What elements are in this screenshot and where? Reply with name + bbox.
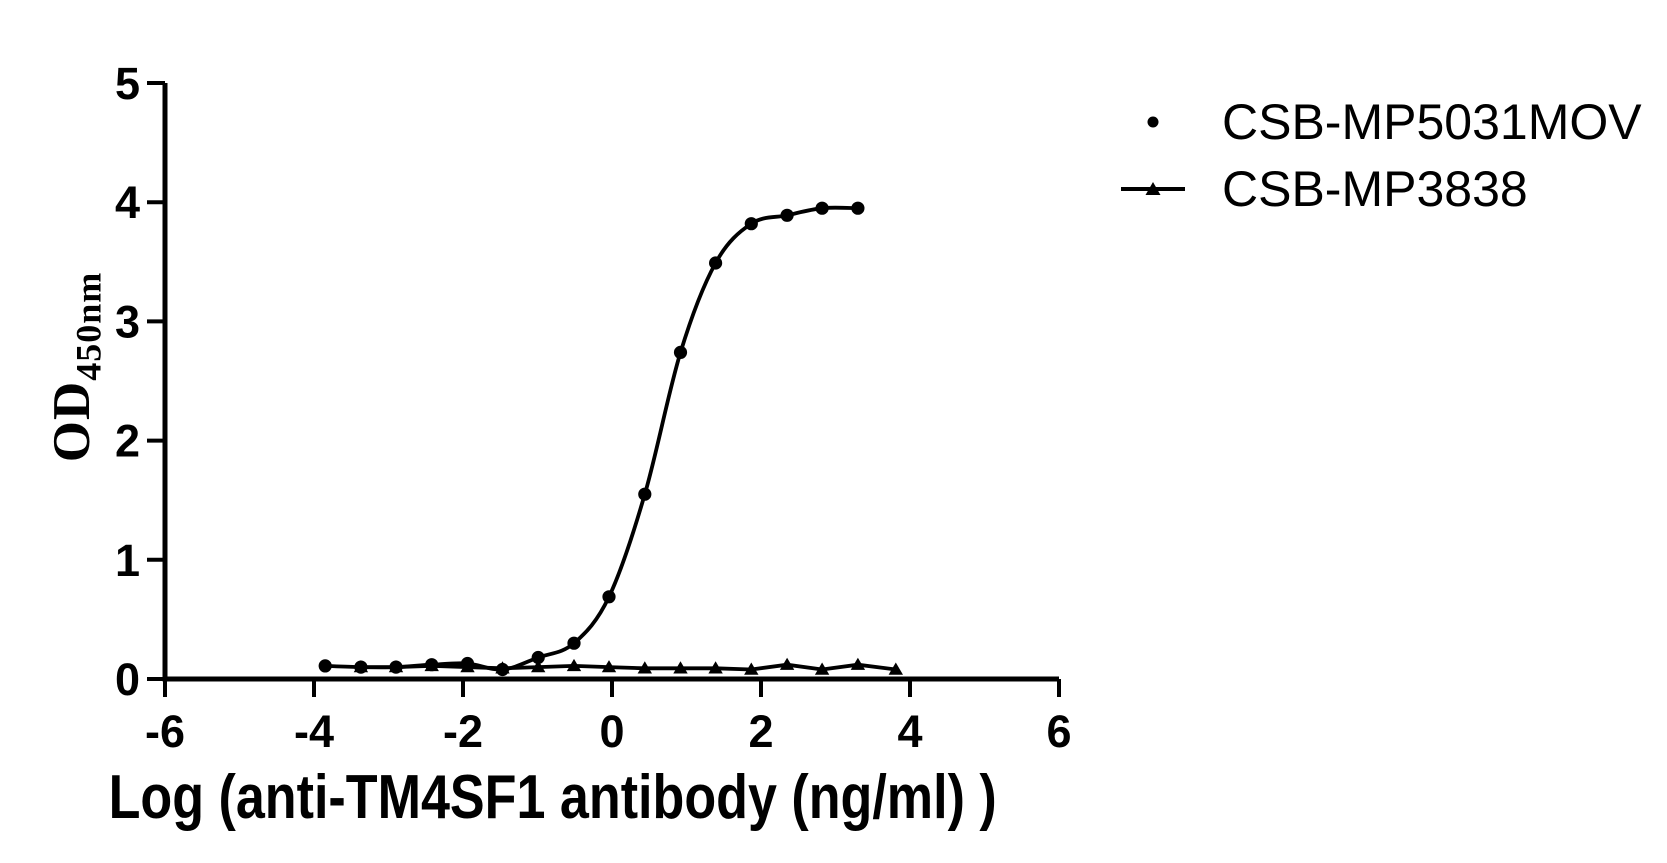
x-tick-label: -6 xyxy=(145,706,185,757)
series-0-data-point-circle xyxy=(815,201,829,215)
legend-item-series-1: CSB-MP3838 xyxy=(1120,155,1642,222)
series-0-data-point-circle xyxy=(744,217,758,231)
series-1-data-point-triangle xyxy=(531,660,546,673)
series-0-data-point-circle xyxy=(709,256,723,270)
legend: CSB-MP5031MOV CSB-MP3838 xyxy=(1120,88,1642,222)
series-1-data-point-triangle xyxy=(779,657,795,670)
y-axis-title: OD450nm xyxy=(42,272,109,463)
y-tick-label: 0 xyxy=(115,654,140,705)
series-0-data-point-circle xyxy=(531,650,545,665)
series-1-data-point-triangle xyxy=(673,661,688,674)
legend-marker-triangle-line-icon xyxy=(1120,174,1186,204)
legend-circle-glyph xyxy=(1147,116,1159,127)
series-1-data-point-triangle xyxy=(353,660,369,673)
series-1-data-point-triangle xyxy=(637,661,652,674)
legend-marker-svg xyxy=(1147,116,1159,127)
series-1-data-point-triangle xyxy=(460,660,475,673)
series-0-data-point-circle xyxy=(567,636,581,650)
series-1-data-point-triangle xyxy=(566,658,582,672)
y-tick-label: 5 xyxy=(115,58,140,109)
x-tick-label: 4 xyxy=(897,706,922,757)
series-0-data-point-circle xyxy=(851,201,865,215)
series-1-data-point-triangle xyxy=(388,660,404,673)
y-tick-label: 1 xyxy=(115,535,140,586)
series-0-data-point-circle xyxy=(318,659,332,673)
x-tick-label: 2 xyxy=(748,706,773,757)
legend-item-series-0: CSB-MP5031MOV xyxy=(1120,88,1642,155)
series-1-line xyxy=(360,662,897,672)
legend-label-series-1: CSB-MP3838 xyxy=(1222,160,1528,217)
x-tick-label: 6 xyxy=(1046,706,1071,757)
series-1-data-point-triangle xyxy=(424,658,439,672)
series-0-data-point-circle xyxy=(780,208,794,222)
legend-triangle-glyph xyxy=(1145,181,1161,195)
x-axis-title: Log (anti-TM4SF1 antibody (ng/ml) ) xyxy=(108,763,997,832)
series-1-data-point-triangle xyxy=(744,662,759,675)
series-1-data-point-triangle xyxy=(850,657,866,670)
series-1-data-point-triangle xyxy=(601,660,617,673)
series-0-data-point-circle xyxy=(602,590,616,604)
series-1-data-point-triangle xyxy=(814,662,830,675)
series-1-data-point-triangle xyxy=(888,662,903,675)
x-tick-label: -2 xyxy=(443,706,483,757)
x-tick-label: 0 xyxy=(599,706,624,757)
series-1-data-point-triangle xyxy=(495,661,510,674)
legend-label-series-0: CSB-MP5031MOV xyxy=(1222,93,1642,150)
y-tick-label: 4 xyxy=(115,177,140,228)
y-axis-title-subscript: 450nm xyxy=(68,271,109,381)
series-1-data-point-triangle xyxy=(708,661,723,674)
y-axis-title-main: OD xyxy=(43,380,101,463)
y-tick-label: 2 xyxy=(115,416,140,467)
series-0-data-point-circle xyxy=(638,487,652,501)
series-0-data-point-circle xyxy=(673,345,688,359)
series-0-line xyxy=(325,205,858,672)
y-tick-label: 3 xyxy=(115,296,140,347)
legend-marker-svg xyxy=(1121,181,1185,195)
x-axis-title-container: Log (anti-TM4SF1 antibody (ng/ml) ) xyxy=(0,762,1105,833)
x-tick-label: -4 xyxy=(294,706,334,757)
legend-marker-circle-icon xyxy=(1120,107,1186,137)
